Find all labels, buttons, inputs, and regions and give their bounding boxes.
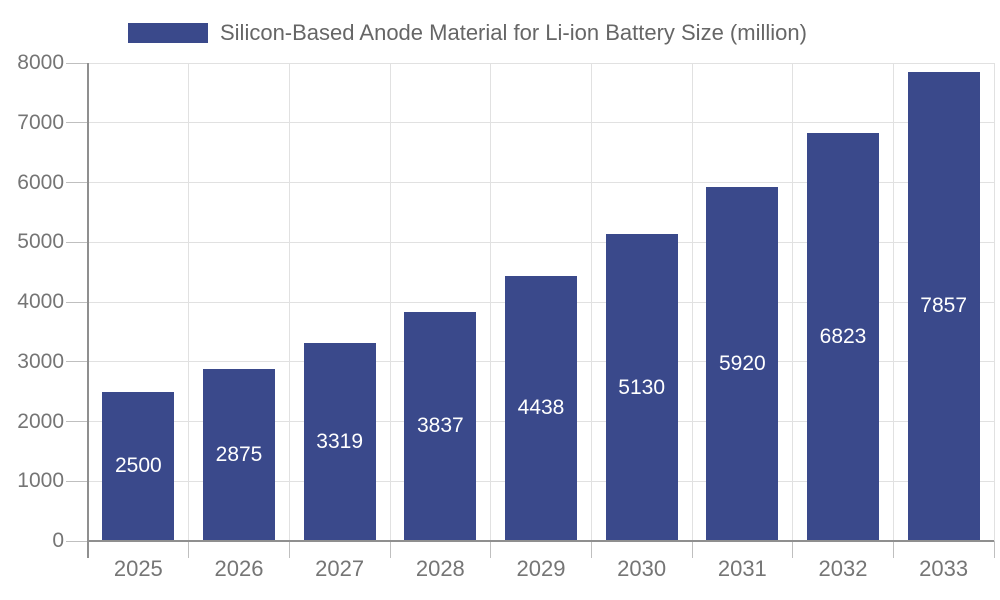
y-axis-label: 5000 (17, 230, 64, 254)
x-gridline (389, 63, 391, 541)
x-axis-label: 2033 (919, 556, 969, 581)
y-gridline (88, 182, 994, 183)
x-gridline (691, 63, 693, 541)
x-axis-tick (188, 541, 190, 558)
x-axis-tick (691, 541, 693, 558)
bar-value-label: 3837 (416, 414, 464, 438)
x-axis-label: 2032 (818, 556, 868, 581)
x-axis-label: 2027 (315, 556, 365, 581)
bar[interactable]: 7857 (907, 71, 980, 541)
bar-value-label: 3319 (316, 429, 364, 453)
y-gridline (88, 62, 994, 64)
bar-value-label: 2875 (215, 443, 263, 467)
x-axis-label: 2028 (415, 556, 465, 581)
x-gridline (288, 63, 290, 541)
x-axis-tick (389, 541, 391, 558)
y-axis-label: 3000 (17, 349, 64, 373)
legend-swatch (128, 23, 208, 43)
y-axis-tick (66, 480, 88, 482)
y-axis-label: 0 (52, 529, 64, 552)
bar[interactable]: 2500 (102, 391, 175, 541)
bar[interactable]: 6823 (807, 133, 879, 541)
bar[interactable]: 3319 (303, 342, 376, 541)
y-gridline (88, 241, 994, 243)
x-axis-tick (590, 541, 592, 558)
y-axis-label: 8000 (17, 51, 64, 74)
y-axis-tick (66, 421, 88, 422)
legend-label: Silicon-Based Anode Material for Li-ion … (220, 20, 807, 45)
bar[interactable]: 3837 (404, 311, 477, 541)
bar-value-label: 7857 (920, 294, 968, 318)
y-gridline (88, 122, 994, 124)
x-gridline (188, 63, 190, 541)
x-axis-tick (993, 541, 995, 558)
x-axis-line (87, 540, 994, 542)
y-axis-tick (66, 62, 88, 64)
x-gridline (590, 63, 592, 541)
y-axis-label: 7000 (17, 110, 64, 134)
x-axis-label: 2026 (214, 556, 264, 581)
bar[interactable]: 2875 (203, 369, 275, 541)
y-axis-label: 1000 (17, 469, 64, 493)
x-axis-label: 2029 (516, 556, 566, 581)
bar[interactable]: 5130 (605, 234, 678, 541)
y-axis-tick (66, 540, 88, 542)
y-axis-tick (66, 122, 88, 124)
bar[interactable]: 5920 (706, 187, 779, 541)
x-axis-tick (792, 541, 794, 558)
x-axis-tick (892, 541, 894, 558)
y-axis-tick (66, 241, 88, 243)
x-axis-tick (490, 541, 492, 558)
x-axis-label: 2031 (717, 556, 767, 581)
bar-value-label: 5130 (618, 375, 666, 399)
x-axis-tick (288, 541, 290, 558)
bar[interactable]: 4438 (505, 275, 577, 541)
y-axis-label: 6000 (17, 170, 64, 194)
y-axis-label: 2000 (17, 409, 64, 433)
bar-value-label: 2500 (114, 454, 162, 478)
x-axis-label: 2025 (113, 556, 163, 581)
legend-item[interactable]: Silicon-Based Anode Material for Li-ion … (128, 22, 807, 44)
x-gridline (792, 63, 794, 541)
x-gridline (993, 63, 995, 541)
bar-value-label: 6823 (819, 325, 867, 349)
x-axis-label: 2030 (617, 556, 667, 581)
y-axis-tick (66, 182, 88, 183)
y-axis-line (87, 63, 89, 558)
bar-value-label: 5920 (718, 352, 766, 376)
x-gridline (892, 63, 894, 541)
y-axis-tick (66, 301, 88, 303)
bar-value-label: 4438 (517, 396, 565, 420)
y-axis-label: 4000 (17, 290, 64, 313)
x-gridline (490, 63, 492, 541)
y-axis-tick (66, 361, 88, 363)
